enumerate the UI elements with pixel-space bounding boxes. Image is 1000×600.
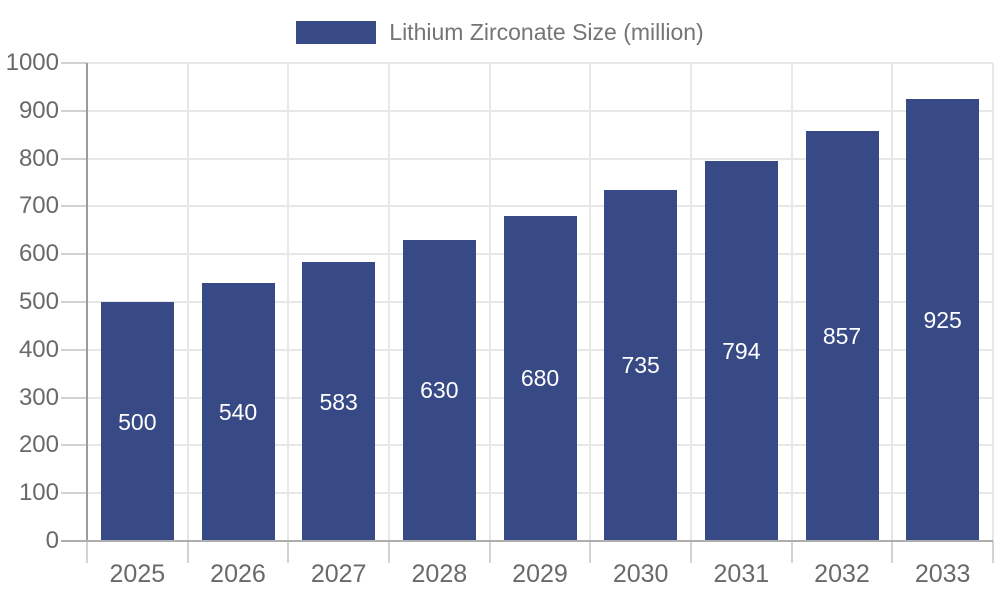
bar-value-label: 735 — [621, 352, 660, 379]
gridline-horizontal — [87, 109, 993, 112]
y-tick-label: 100 — [18, 479, 59, 507]
gridline-vertical — [186, 63, 189, 541]
bar-value-label: 583 — [319, 388, 358, 415]
y-axis-tick — [61, 396, 87, 399]
x-axis-tick — [790, 541, 793, 563]
x-axis-tick — [287, 541, 290, 563]
x-tick-label: 2030 — [612, 560, 669, 588]
bar-value-label: 794 — [722, 338, 761, 365]
y-axis-tick — [61, 348, 87, 351]
bar-value-label: 925 — [923, 306, 962, 333]
y-tick-label: 400 — [18, 335, 59, 363]
gridline-vertical — [488, 63, 491, 541]
gridline-vertical — [992, 63, 994, 541]
gridline-horizontal — [87, 205, 993, 208]
x-axis-tick — [488, 541, 491, 563]
y-tick-label: 900 — [18, 96, 59, 124]
y-axis-tick — [61, 62, 87, 64]
legend[interactable]: Lithium Zirconate Size (million) — [0, 18, 1000, 46]
bar-2030[interactable] — [604, 189, 678, 541]
gridline-horizontal — [87, 157, 993, 160]
y-tick-label: 600 — [18, 240, 59, 268]
y-tick-label: 500 — [18, 288, 59, 315]
y-tick-label: 800 — [18, 144, 59, 172]
legend-swatch — [296, 20, 377, 44]
gridline-vertical — [287, 63, 290, 541]
y-axis-tick — [61, 109, 87, 112]
bar-value-label: 540 — [218, 398, 258, 425]
x-axis-tick — [891, 541, 894, 563]
x-tick-label: 2031 — [713, 560, 770, 588]
bar-value-label: 500 — [118, 408, 157, 435]
gridline-vertical — [891, 63, 894, 541]
x-axis-tick — [86, 541, 88, 563]
y-axis-tick — [61, 444, 87, 447]
x-tick-label: 2032 — [814, 560, 870, 588]
y-tick-label: 0 — [45, 527, 59, 554]
x-axis-tick — [388, 541, 390, 563]
bar-value-label: 630 — [420, 377, 459, 404]
x-tick-label: 2028 — [411, 560, 468, 588]
y-axis-tick — [61, 301, 87, 303]
y-axis-line — [86, 63, 88, 541]
x-tick-label: 2026 — [210, 560, 266, 588]
bar-2027[interactable] — [302, 262, 376, 541]
x-axis-tick — [186, 541, 189, 563]
x-tick-label: 2025 — [109, 560, 166, 588]
y-axis-tick — [61, 205, 87, 208]
bar-2026[interactable] — [201, 282, 275, 541]
gridline-vertical — [690, 63, 692, 541]
bar-2031[interactable] — [704, 161, 778, 541]
x-axis-line — [61, 540, 993, 542]
bar-2033[interactable] — [906, 98, 980, 541]
x-axis-tick — [992, 541, 994, 563]
y-tick-label: 200 — [18, 431, 59, 459]
y-tick-label: 700 — [18, 192, 59, 220]
x-tick-label: 2033 — [914, 560, 971, 588]
y-tick-label: 300 — [18, 383, 59, 411]
y-axis-tick — [61, 253, 87, 256]
bar-value-label: 857 — [822, 323, 862, 350]
x-axis-tick — [690, 541, 692, 563]
legend-label: Lithium Zirconate Size (million) — [389, 19, 704, 45]
gridline-vertical — [790, 63, 793, 541]
bar-2032[interactable] — [805, 131, 879, 541]
y-axis-tick — [61, 157, 87, 160]
bar-value-label: 680 — [520, 365, 560, 392]
gridline-vertical — [388, 63, 390, 541]
gridline-horizontal — [87, 62, 993, 64]
x-tick-label: 2029 — [512, 560, 568, 588]
y-tick-label: 1000 — [5, 49, 59, 76]
gridline-vertical — [589, 63, 592, 541]
x-axis-tick — [589, 541, 592, 563]
bar-2025[interactable] — [100, 302, 174, 541]
x-tick-label: 2027 — [310, 560, 367, 588]
bar-2029[interactable] — [503, 215, 577, 541]
bar-2028[interactable] — [402, 239, 476, 541]
y-axis-tick — [61, 492, 87, 495]
